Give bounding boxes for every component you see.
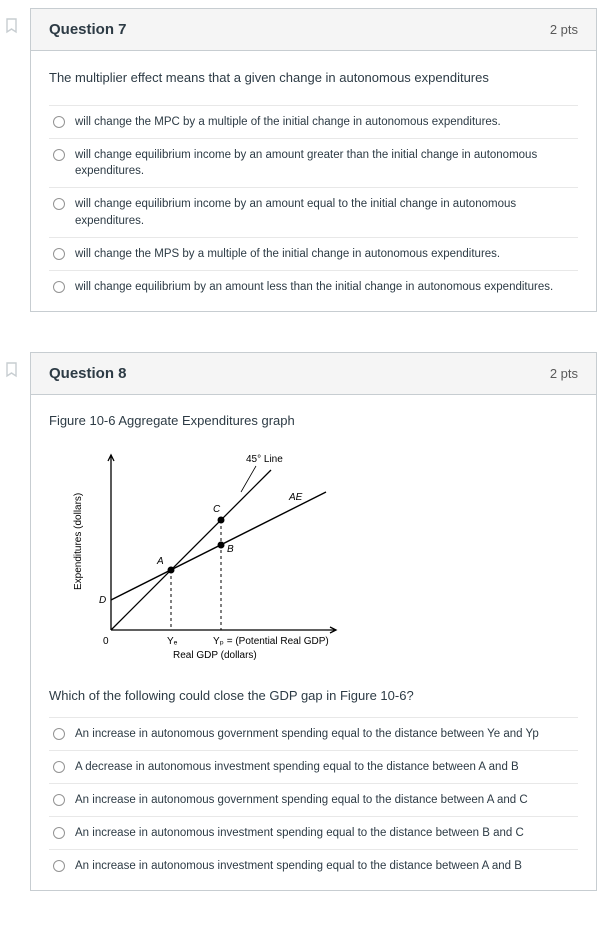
radio-icon[interactable] xyxy=(53,827,65,839)
option-row[interactable]: will change equilibrium income by an amo… xyxy=(49,138,578,187)
question-followup: Which of the following could close the G… xyxy=(49,688,578,703)
bookmark-icon[interactable] xyxy=(4,362,22,380)
svg-text:B: B xyxy=(227,544,234,555)
option-row[interactable]: will change equilibrium income by an amo… xyxy=(49,187,578,236)
option-row[interactable]: An increase in autonomous investment spe… xyxy=(49,816,578,849)
question-title: Question 8 xyxy=(49,365,127,382)
aggregate-expenditures-chart: 45° Line AE A B C D 0 Yₑ Yₚ = (Potential Real GD… xyxy=(61,440,361,670)
question-prompt: The multiplier effect means that a given… xyxy=(49,69,578,87)
question-block-7: Question 7 2 pts The multiplier effect m… xyxy=(4,8,597,312)
option-text: will change the MPC by a multiple of the… xyxy=(75,114,501,130)
radio-icon[interactable] xyxy=(53,860,65,872)
option-row[interactable]: will change equilibrium by an amount les… xyxy=(49,270,578,303)
option-row[interactable]: An increase in autonomous government spe… xyxy=(49,717,578,750)
radio-icon[interactable] xyxy=(53,794,65,806)
svg-text:45° Line: 45° Line xyxy=(246,454,283,465)
question-title: Question 7 xyxy=(49,21,127,38)
radio-icon[interactable] xyxy=(53,281,65,293)
question-header: Question 8 2 pts xyxy=(31,353,596,395)
options-list: will change the MPC by a multiple of the… xyxy=(49,105,578,303)
svg-text:Yₚ = (Potential Real GDP): Yₚ = (Potential Real GDP) xyxy=(213,636,329,647)
svg-text:AE: AE xyxy=(288,492,303,503)
svg-text:Real GDP (dollars): Real GDP (dollars) xyxy=(173,650,257,661)
option-row[interactable]: An increase in autonomous government spe… xyxy=(49,783,578,816)
option-text: will change the MPS by a multiple of the… xyxy=(75,246,500,262)
option-text: An increase in autonomous investment spe… xyxy=(75,825,524,841)
question-body: Figure 10-6 Aggregate Expenditures graph… xyxy=(31,395,596,890)
question-body: The multiplier effect means that a given… xyxy=(31,51,596,311)
svg-text:Expenditures (dollars): Expenditures (dollars) xyxy=(73,493,84,590)
option-text: An increase in autonomous government spe… xyxy=(75,726,539,742)
svg-text:Yₑ: Yₑ xyxy=(167,636,178,647)
bookmark-icon[interactable] xyxy=(4,18,22,36)
svg-text:A: A xyxy=(156,556,164,567)
option-row[interactable]: will change the MPS by a multiple of the… xyxy=(49,237,578,270)
svg-text:0: 0 xyxy=(103,636,109,647)
radio-icon[interactable] xyxy=(53,248,65,260)
svg-text:D: D xyxy=(99,595,106,606)
question-card: Question 7 2 pts The multiplier effect m… xyxy=(30,8,597,312)
option-text: An increase in autonomous government spe… xyxy=(75,792,528,808)
radio-icon[interactable] xyxy=(53,728,65,740)
question-points: 2 pts xyxy=(550,22,578,37)
option-text: will change equilibrium income by an amo… xyxy=(75,147,578,179)
radio-icon[interactable] xyxy=(53,198,65,210)
options-list: An increase in autonomous government spe… xyxy=(49,717,578,882)
svg-text:C: C xyxy=(213,504,221,515)
figure-title: Figure 10-6 Aggregate Expenditures graph xyxy=(49,413,578,428)
option-row[interactable]: will change the MPC by a multiple of the… xyxy=(49,105,578,138)
radio-icon[interactable] xyxy=(53,149,65,161)
option-text: will change equilibrium income by an amo… xyxy=(75,196,578,228)
question-header: Question 7 2 pts xyxy=(31,9,596,51)
option-row[interactable]: An increase in autonomous investment spe… xyxy=(49,849,578,882)
question-card: Question 8 2 pts Figure 10-6 Aggregate E… xyxy=(30,352,597,891)
radio-icon[interactable] xyxy=(53,761,65,773)
option-row[interactable]: A decrease in autonomous investment spen… xyxy=(49,750,578,783)
question-points: 2 pts xyxy=(550,366,578,381)
option-text: An increase in autonomous investment spe… xyxy=(75,858,522,874)
question-block-8: Question 8 2 pts Figure 10-6 Aggregate E… xyxy=(4,352,597,891)
option-text: will change equilibrium by an amount les… xyxy=(75,279,553,295)
option-text: A decrease in autonomous investment spen… xyxy=(75,759,519,775)
radio-icon[interactable] xyxy=(53,116,65,128)
